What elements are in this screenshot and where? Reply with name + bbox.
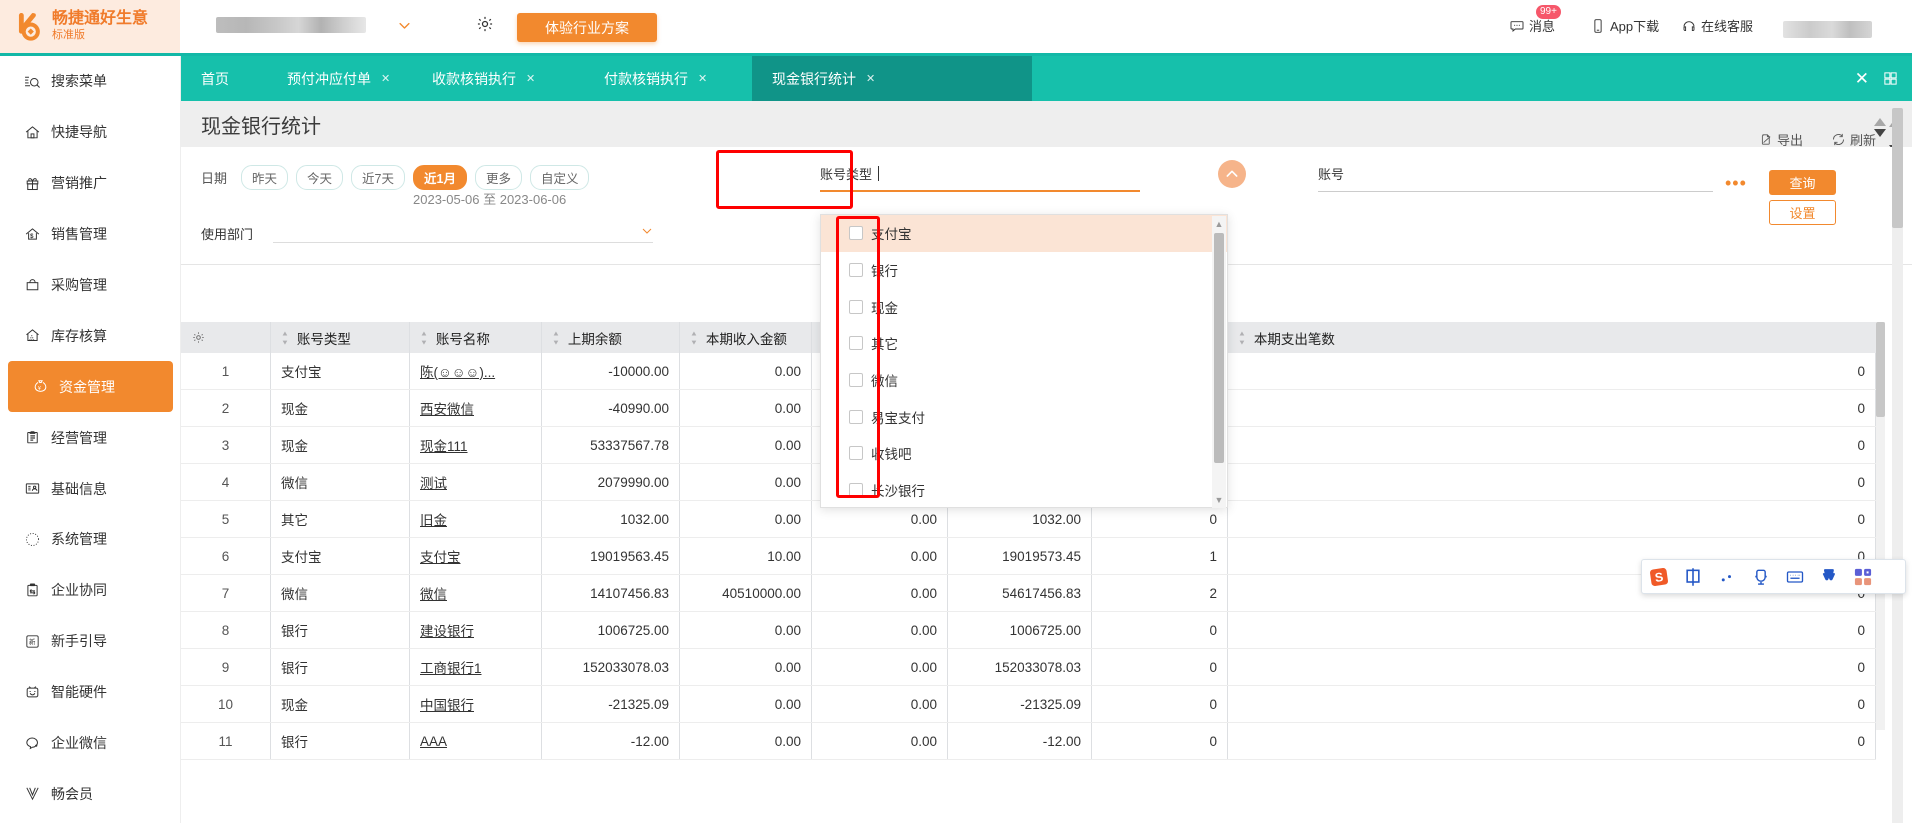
- svg-text:¥: ¥: [38, 386, 41, 392]
- svg-text:新: 新: [29, 637, 36, 646]
